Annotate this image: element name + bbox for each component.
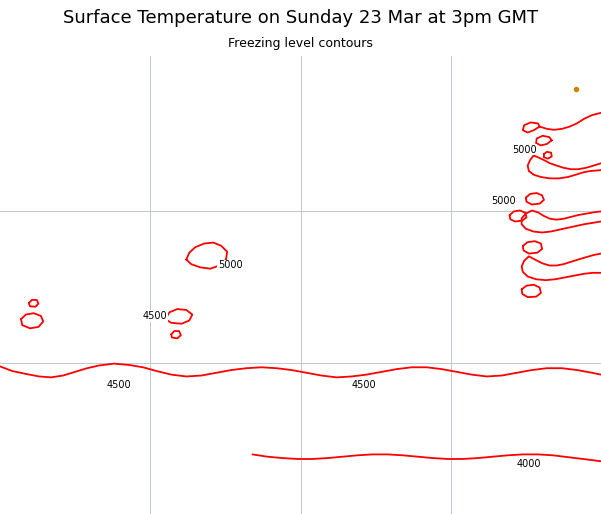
Text: 5000: 5000	[512, 144, 536, 155]
Text: 4500: 4500	[143, 311, 167, 321]
Text: 4000: 4000	[517, 460, 541, 469]
Text: 5000: 5000	[492, 196, 516, 206]
Text: 5000: 5000	[218, 261, 242, 270]
Text: 4500: 4500	[352, 380, 376, 390]
Text: 4500: 4500	[107, 380, 131, 390]
Text: Freezing level contours: Freezing level contours	[228, 37, 373, 50]
Text: Surface Temperature on Sunday 23 Mar at 3pm GMT: Surface Temperature on Sunday 23 Mar at …	[63, 9, 538, 27]
